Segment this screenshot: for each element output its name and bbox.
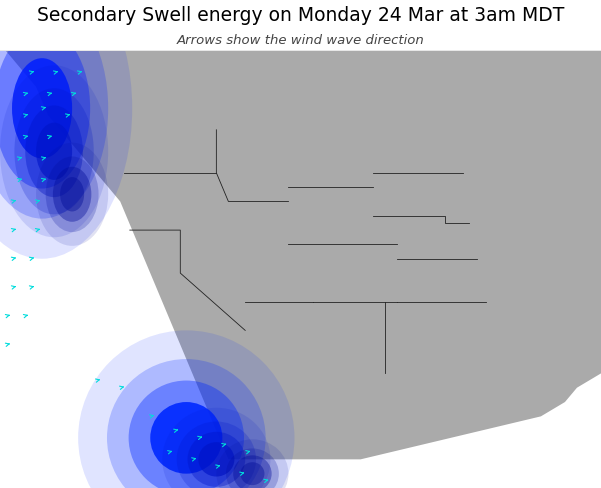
Ellipse shape [233,455,272,488]
Ellipse shape [78,331,294,488]
Ellipse shape [0,29,90,189]
Ellipse shape [107,359,266,488]
Ellipse shape [162,408,270,488]
Ellipse shape [129,381,244,488]
Ellipse shape [0,0,108,219]
Polygon shape [0,45,601,459]
Ellipse shape [216,439,288,488]
Text: Arrows show the wind wave direction: Arrows show the wind wave direction [177,34,424,47]
Ellipse shape [25,106,83,198]
Ellipse shape [36,143,108,246]
Ellipse shape [240,462,264,485]
Ellipse shape [36,123,72,181]
Ellipse shape [12,59,72,159]
Ellipse shape [53,167,91,223]
Text: Secondary Swell energy on Monday 24 Mar at 3am MDT: Secondary Swell energy on Monday 24 Mar … [37,6,564,25]
Ellipse shape [46,157,99,233]
Ellipse shape [14,89,94,215]
Ellipse shape [188,432,245,487]
Ellipse shape [150,402,222,474]
Ellipse shape [60,178,84,212]
Ellipse shape [177,422,256,488]
Ellipse shape [226,448,279,488]
Ellipse shape [0,0,132,259]
Ellipse shape [198,442,234,477]
Ellipse shape [0,66,108,238]
